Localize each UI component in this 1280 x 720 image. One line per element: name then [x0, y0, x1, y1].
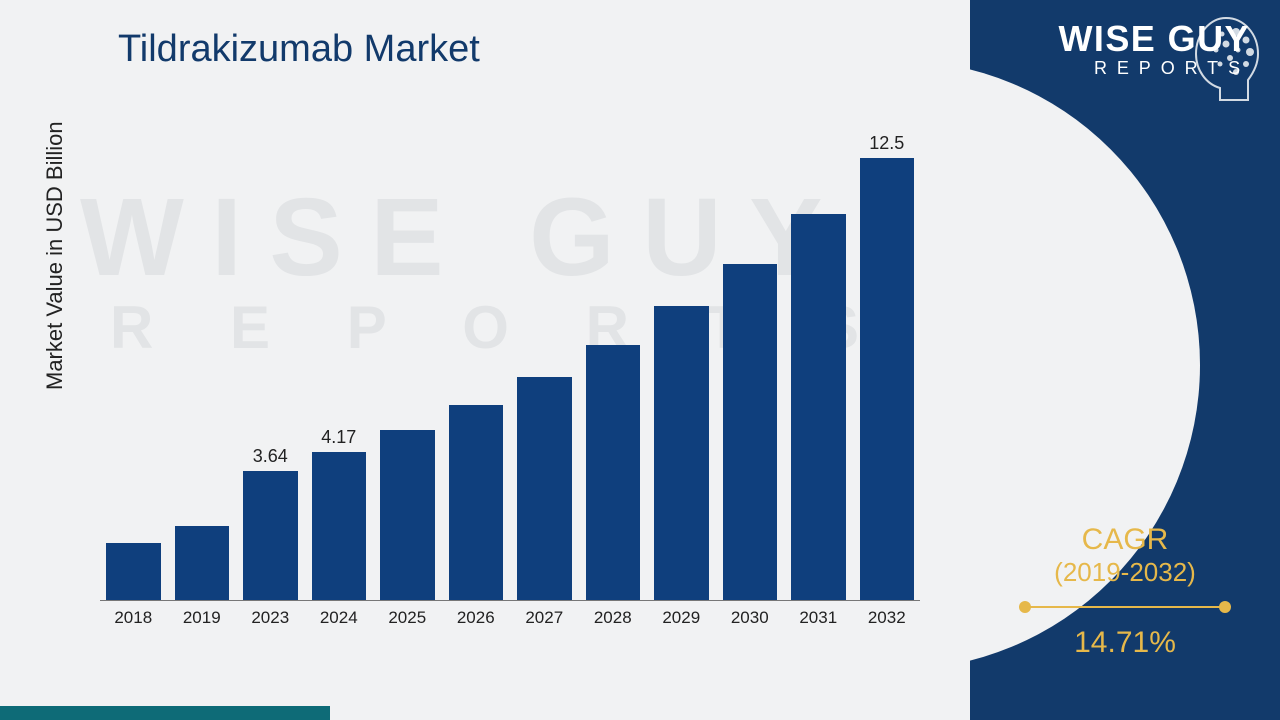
bar-group [654, 306, 709, 600]
x-tick-label: 2025 [380, 602, 435, 628]
cagr-period: (2019-2032) [1000, 557, 1250, 588]
bar-group: 4.17 [312, 452, 367, 600]
bar [654, 306, 709, 600]
bar-value-label: 3.64 [253, 446, 288, 467]
x-tick-label: 2019 [175, 602, 230, 628]
bar [723, 264, 778, 600]
x-tick-label: 2023 [243, 602, 298, 628]
x-tick-label: 2018 [106, 602, 161, 628]
plot-area: 3.64 4.17 12.5 [100, 140, 920, 600]
bar-group [380, 430, 435, 600]
bar-chart: Market Value in USD Billion 3.644.1712.5… [60, 140, 920, 640]
x-tick-label: 2026 [449, 602, 504, 628]
chart-title: Tildrakizumab Market [118, 28, 480, 71]
bar [860, 158, 915, 600]
bar [586, 345, 641, 600]
x-tick-label: 2027 [517, 602, 572, 628]
cagr-value: 14.71% [1000, 626, 1250, 660]
bar [517, 377, 572, 600]
x-tick-label: 2028 [586, 602, 641, 628]
bar-group: 12.5 [860, 158, 915, 600]
x-axis-line [100, 600, 920, 601]
y-axis-label: Market Value in USD Billion [42, 121, 68, 390]
cagr-block: CAGR (2019-2032) 14.71% [1000, 523, 1250, 660]
bar [312, 452, 367, 600]
bar-group [106, 543, 161, 600]
bar [380, 430, 435, 600]
cagr-divider [1025, 606, 1225, 608]
x-tick-label: 2029 [654, 602, 709, 628]
bar-group [586, 345, 641, 600]
bar-group [517, 377, 572, 600]
x-axis: 2018 2019 2023 2024 2025 2026 2027 2028 2029 2030… [100, 602, 920, 628]
logo-line-2: REPORTS [1058, 58, 1250, 79]
logo-line-1: WISE GUY [1058, 18, 1250, 60]
bar [243, 471, 298, 600]
page-root: WISE GUY R E P O R T S Tildrakizumab Mar… [0, 0, 1280, 720]
bottom-strip [0, 706, 330, 720]
bar-group [723, 264, 778, 600]
bar-group [449, 405, 504, 600]
bar [449, 405, 504, 600]
bar [175, 526, 230, 600]
bar-group [791, 214, 846, 600]
bar-value-label: 4.17 [321, 427, 356, 448]
x-tick-label: 2024 [312, 602, 367, 628]
cagr-label: CAGR [1000, 523, 1250, 557]
x-tick-label: 2031 [791, 602, 846, 628]
x-tick-label: 2032 [860, 602, 915, 628]
bar [106, 543, 161, 600]
bar-group: 3.64 [243, 471, 298, 600]
x-tick-label: 2030 [723, 602, 778, 628]
bar-group [175, 526, 230, 600]
brand-logo: WISE GUY REPORTS [1058, 18, 1250, 79]
bar-value-label: 12.5 [869, 133, 904, 154]
bar [791, 214, 846, 600]
